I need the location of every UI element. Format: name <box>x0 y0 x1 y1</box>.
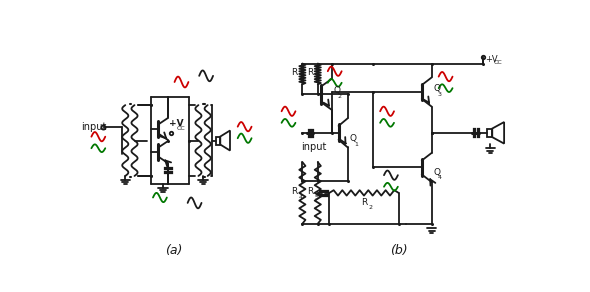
Text: (b): (b) <box>390 244 408 257</box>
Bar <box>487 128 492 137</box>
Text: 1: 1 <box>314 76 319 81</box>
Text: R: R <box>291 68 297 77</box>
Text: CC: CC <box>494 60 503 65</box>
Text: +V: +V <box>486 55 499 64</box>
Text: CC: CC <box>177 126 186 131</box>
Text: 3: 3 <box>299 76 303 81</box>
Text: R: R <box>307 68 313 77</box>
Text: R: R <box>291 187 297 196</box>
Text: 1: 1 <box>354 142 358 147</box>
Text: 2: 2 <box>338 93 342 99</box>
Text: 4: 4 <box>299 195 303 200</box>
Text: 3: 3 <box>438 92 442 97</box>
Text: Q: Q <box>433 168 440 177</box>
Bar <box>216 137 220 145</box>
Text: 4: 4 <box>438 175 442 180</box>
Text: +V: +V <box>169 119 184 128</box>
Text: input: input <box>301 142 327 152</box>
Text: Q: Q <box>433 84 440 93</box>
Text: Q: Q <box>349 135 356 143</box>
Text: 2: 2 <box>369 205 373 210</box>
Text: input: input <box>81 122 107 132</box>
Text: R: R <box>307 187 313 196</box>
Text: 5: 5 <box>314 195 319 200</box>
Text: R: R <box>361 198 367 207</box>
Text: Q: Q <box>333 86 340 95</box>
Text: (a): (a) <box>165 244 182 257</box>
